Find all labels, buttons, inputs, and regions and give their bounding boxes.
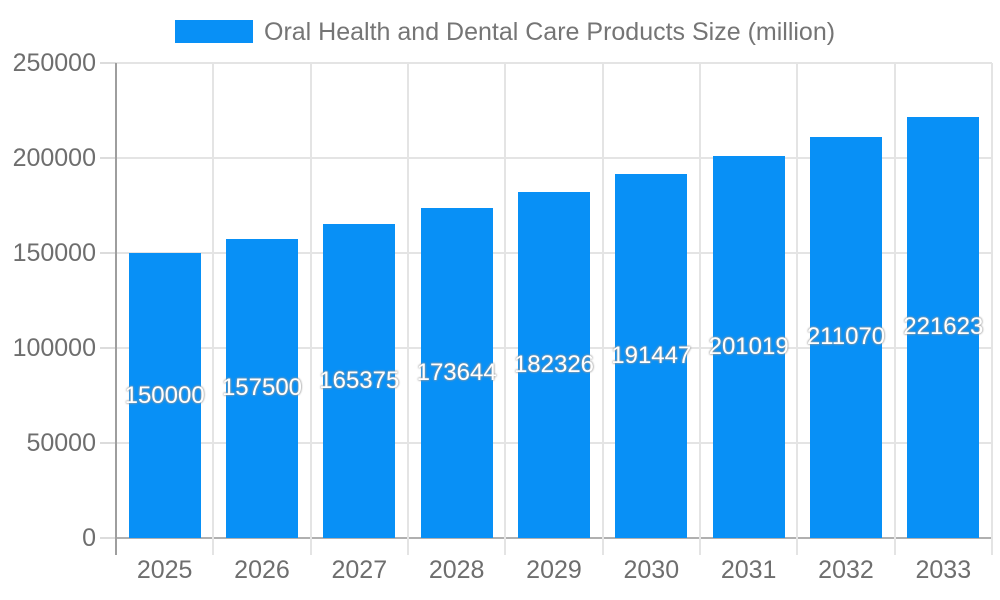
- gridline-v: [991, 63, 993, 555]
- y-tick-mark: [100, 442, 116, 444]
- x-tick-label: 2025: [136, 556, 193, 584]
- gridline-h: [116, 62, 992, 64]
- bar[interactable]: [128, 253, 201, 538]
- x-tick-label: 2026: [234, 556, 290, 584]
- gridline-h: [116, 157, 992, 159]
- legend-swatch-icon: [175, 20, 253, 43]
- bar-value-label: 157500: [221, 374, 303, 402]
- y-axis-line: [115, 63, 117, 555]
- y-tick-label: 250000: [12, 49, 96, 77]
- x-axis-baseline: [116, 537, 992, 539]
- bar-value-label: 201019: [708, 333, 789, 361]
- gridline-v: [796, 63, 799, 555]
- x-tick-label: 2029: [526, 556, 582, 584]
- y-tick-label: 150000: [12, 239, 96, 267]
- gridline-v: [309, 63, 312, 555]
- y-tick-mark: [100, 347, 116, 349]
- x-tick-label: 2033: [915, 556, 972, 584]
- legend-label: Oral Health and Dental Care Products Siz…: [264, 18, 836, 46]
- y-tick-mark: [100, 537, 116, 539]
- bar[interactable]: [712, 156, 785, 538]
- gridline-v: [504, 63, 507, 555]
- x-tick-label: 2031: [720, 556, 777, 584]
- bar[interactable]: [810, 136, 882, 538]
- bar[interactable]: [323, 223, 396, 538]
- bar-value-label: 150000: [124, 381, 205, 409]
- bar[interactable]: [226, 238, 298, 538]
- y-tick-label: 100000: [12, 334, 96, 362]
- bar-value-label: 221623: [903, 313, 984, 341]
- y-tick-mark: [100, 157, 116, 159]
- bar-value-label: 211070: [806, 323, 886, 351]
- bar[interactable]: [907, 116, 980, 538]
- bar[interactable]: [615, 174, 688, 538]
- gridline-v: [212, 63, 215, 555]
- gridline-v: [893, 63, 896, 555]
- bar-value-label: 173644: [416, 359, 497, 387]
- gridline-v: [699, 63, 701, 555]
- gridline-v: [601, 63, 604, 555]
- bar-value-label: 182326: [513, 350, 595, 378]
- bar-value-label: 191447: [611, 342, 692, 370]
- x-tick-label: 2030: [623, 556, 680, 584]
- bar[interactable]: [420, 208, 493, 538]
- y-tick-mark: [100, 62, 116, 64]
- y-tick-label: 0: [82, 524, 96, 552]
- y-tick-label: 200000: [12, 144, 96, 172]
- x-tick-label: 2032: [818, 556, 874, 584]
- bar-value-label: 165375: [319, 366, 400, 394]
- y-tick-label: 50000: [26, 429, 96, 457]
- gridline-v: [407, 63, 409, 555]
- bar[interactable]: [518, 191, 590, 538]
- x-tick-label: 2027: [331, 556, 388, 584]
- y-tick-mark: [100, 252, 116, 254]
- x-tick-label: 2028: [428, 556, 485, 584]
